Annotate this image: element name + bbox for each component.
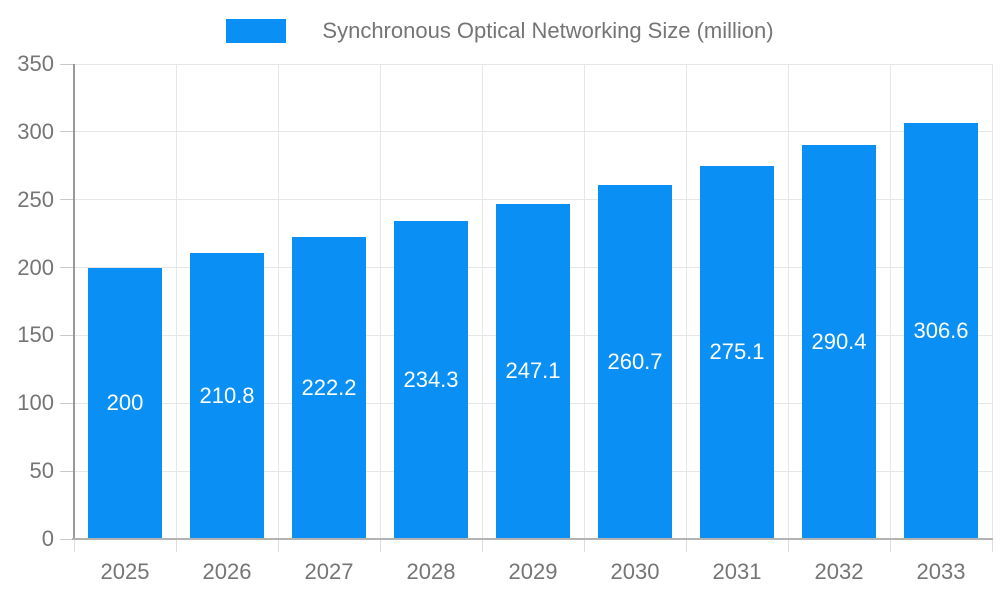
y-axis-tick [60,63,74,65]
y-axis-line [73,64,75,539]
x-tick-label: 2033 [916,559,966,584]
y-axis-tick [60,131,74,133]
x-axis-tick [787,539,789,552]
y-tick-label: 150 [17,322,54,348]
bar-value-label: 234.3 [403,367,459,393]
x-axis-tick [379,539,381,552]
bar-2031[interactable]: 275.1 [700,165,774,539]
x-tick-label: 2032 [814,559,864,584]
bar-value-label: 260.7 [607,349,663,375]
y-tick-label: 0 [41,526,54,551]
x-tick-label: 2028 [406,559,456,584]
h-gridline [74,131,992,133]
v-gridline [175,64,177,539]
bar-value-label: 222.2 [301,375,357,401]
x-axis-tick [991,539,993,552]
x-tick-label: 2029 [508,559,558,584]
x-tick-label: 2031 [712,559,762,584]
x-axis-tick [481,539,483,552]
v-gridline [379,64,381,539]
bar-2033[interactable]: 306.6 [904,122,978,539]
x-axis-tick [685,539,687,552]
bar-2030[interactable]: 260.7 [598,185,672,539]
x-tick-label: 2026 [202,559,252,584]
y-axis-tick [60,538,74,540]
bar-2028[interactable]: 234.3 [394,221,468,539]
y-tick-label: 100 [17,390,54,416]
y-axis-tick [60,402,74,404]
bar-2027[interactable]: 222.2 [292,237,366,539]
legend-label: Synchronous Optical Networking Size (mil… [322,18,774,43]
bar-2026[interactable]: 210.8 [190,252,264,539]
y-tick-label: 350 [17,51,54,76]
bar-value-label: 290.4 [811,328,867,354]
x-axis-tick [277,539,279,552]
v-gridline [583,64,585,539]
x-tick-label: 2030 [610,559,660,584]
x-axis-tick [889,539,891,552]
y-axis-tick [60,199,74,201]
y-axis-tick [60,267,74,269]
x-tick-label: 2027 [304,559,354,584]
v-gridline [991,64,993,539]
bar-value-label: 306.6 [913,317,969,343]
bar-value-label: 247.1 [505,358,561,384]
v-gridline [685,64,687,539]
v-gridline [277,64,279,539]
x-axis-line [72,538,993,540]
legend[interactable]: Synchronous Optical Networking Size (mil… [0,17,1000,45]
bar-2029[interactable]: 247.1 [496,203,570,539]
y-axis-tick [60,470,74,472]
bar-value-label: 200 [106,390,144,416]
x-tick-label: 2025 [100,559,150,584]
v-gridline [481,64,483,539]
y-tick-label: 50 [29,458,54,484]
x-axis-tick [583,539,585,552]
h-gridline [74,199,992,201]
x-axis-tick [175,539,177,552]
bar-2025[interactable]: 200 [88,267,162,539]
x-axis-tick [73,539,75,552]
y-axis-tick [60,334,74,336]
h-gridline [74,63,992,65]
bar-2032[interactable]: 290.4 [802,144,876,539]
plot-area: 0 50 100 150 200 250 300 350 200 2025 210.8 2026 222… [17,53,993,583]
v-gridline [787,64,789,539]
y-tick-label: 200 [17,254,54,280]
y-tick-label: 250 [17,186,54,212]
bar-value-label: 210.8 [199,382,255,408]
y-tick-label: 300 [17,118,54,144]
legend-swatch [226,19,287,43]
v-gridline [889,64,891,539]
bar-value-label: 275.1 [709,339,765,365]
